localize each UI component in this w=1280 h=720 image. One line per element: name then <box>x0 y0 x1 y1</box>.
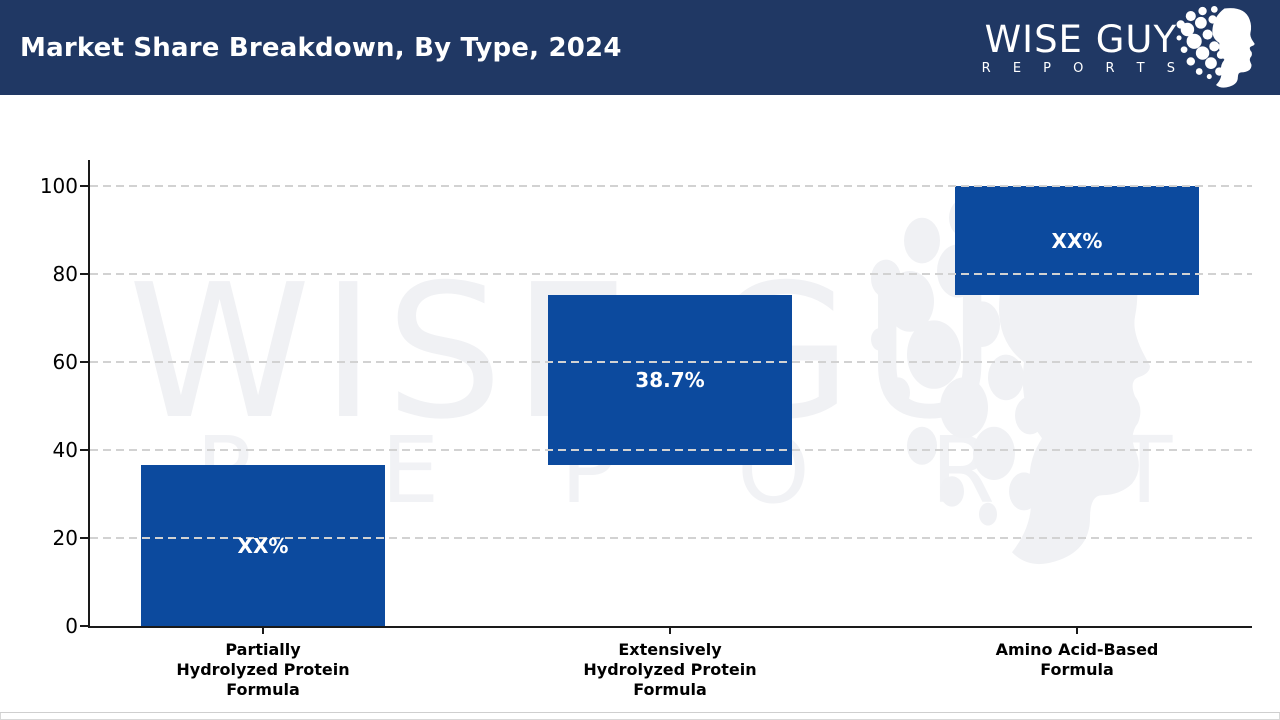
y-tick <box>80 537 88 539</box>
category-label: Extensively Hydrolyzed Protein Formula <box>583 640 756 700</box>
chart-title: Market Share Breakdown, By Type, 2024 <box>20 32 622 63</box>
category-label-line: Partially <box>225 640 301 659</box>
gridline <box>90 449 1252 451</box>
plot-area: WISE GUY R E P O R T S XX%PartiallyHydro… <box>0 95 1280 712</box>
y-tick-label: 80 <box>52 262 78 286</box>
y-tick-label: 100 <box>39 174 78 198</box>
category-label-line: Formula <box>1040 660 1114 679</box>
x-tick <box>262 627 264 634</box>
bar-segment <box>955 186 1199 296</box>
category-label-line: Hydrolyzed Protein <box>583 660 757 679</box>
gridline <box>90 361 1252 363</box>
bar-value-label: XX% <box>237 533 289 558</box>
x-axis-line <box>88 626 1252 628</box>
y-tick-label: 20 <box>52 526 78 550</box>
logo-subtext: R E P O R T S <box>981 60 1184 76</box>
bottom-rule <box>0 712 1280 713</box>
y-axis-line <box>88 160 90 628</box>
gridline <box>90 185 1252 187</box>
y-tick-label: 40 <box>52 438 78 462</box>
y-tick-label: 0 <box>65 614 78 638</box>
y-tick-label: 60 <box>52 350 78 374</box>
category-label: Partially Hydrolyzed Protein Formula <box>176 640 349 700</box>
gridline <box>90 537 1252 539</box>
y-tick <box>80 449 88 451</box>
bar-value-label: 38.7% <box>635 368 705 393</box>
y-tick <box>80 361 88 363</box>
category-label-line: Formula <box>226 680 300 699</box>
logo-head-icon <box>1176 5 1255 88</box>
header: Market Share Breakdown, By Type, 2024 WI… <box>0 0 1280 95</box>
category-label-line: Extensively <box>618 640 722 659</box>
bar-segment <box>548 295 792 466</box>
logo-wordmark: WISE GUY <box>984 17 1178 61</box>
category-label-line: Hydrolyzed Protein <box>176 660 350 679</box>
logo-text: WISE GUY R E P O R T S <box>978 21 1184 75</box>
x-tick <box>1076 627 1078 634</box>
y-tick <box>80 273 88 275</box>
x-tick <box>669 627 671 634</box>
wiseguy-logo: WISE GUY R E P O R T S <box>978 5 1262 90</box>
gridline <box>90 273 1252 275</box>
y-tick <box>80 185 88 187</box>
category-label-line: Formula <box>633 680 707 699</box>
y-tick <box>80 625 88 627</box>
category-label-line: Amino Acid-Based <box>995 640 1159 659</box>
category-label: Amino Acid-Based Formula <box>996 640 1159 680</box>
bar-segment <box>141 465 385 626</box>
bar-value-label: XX% <box>1051 228 1103 253</box>
